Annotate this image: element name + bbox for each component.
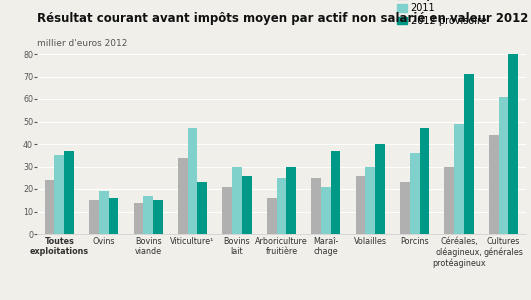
Bar	[400, 182, 410, 234]
Bar	[89, 200, 99, 234]
Bar	[143, 196, 153, 234]
Bar	[489, 135, 499, 234]
Bar	[499, 97, 508, 234]
Bar	[331, 151, 340, 234]
Bar	[444, 167, 454, 234]
Bar	[64, 151, 74, 234]
Bar	[55, 155, 64, 234]
Bar	[153, 200, 163, 234]
Bar	[188, 128, 198, 234]
Bar	[133, 202, 143, 234]
Bar	[321, 187, 331, 234]
Bar	[410, 153, 419, 234]
Bar	[178, 158, 188, 234]
Bar	[365, 167, 375, 234]
Bar	[419, 128, 430, 234]
Bar	[375, 144, 385, 234]
Bar	[242, 176, 252, 234]
Bar	[198, 182, 207, 234]
Bar	[267, 198, 277, 234]
Bar	[508, 54, 518, 234]
Text: Résultat courant avant impôts moyen par actif non salarié en valeur 2012: Résultat courant avant impôts moyen par …	[37, 12, 528, 25]
Bar	[222, 187, 232, 234]
Bar	[99, 191, 109, 234]
Bar	[311, 178, 321, 234]
Bar	[286, 167, 296, 234]
Legend: moyenne 2008 à 2010, 2011, 2012 provisoire: moyenne 2008 à 2010, 2011, 2012 provisoi…	[397, 0, 521, 26]
Bar	[277, 178, 286, 234]
Bar	[356, 176, 365, 234]
Bar	[109, 198, 118, 234]
Bar	[454, 124, 464, 234]
Bar	[464, 74, 474, 234]
Bar	[232, 167, 242, 234]
Bar	[45, 180, 55, 234]
Text: millier d'euros 2012: millier d'euros 2012	[37, 39, 127, 48]
